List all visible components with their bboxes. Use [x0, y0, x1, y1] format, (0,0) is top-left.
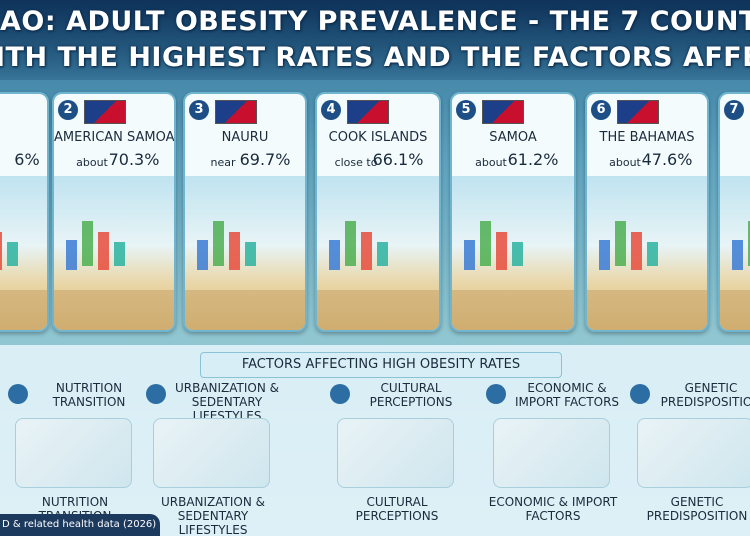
decor-bar — [197, 240, 208, 270]
factor-illustration — [337, 418, 454, 488]
rank-badge: 7 — [724, 100, 744, 120]
rate-qualifier: A — [720, 156, 750, 169]
decor-ground — [54, 290, 174, 330]
decor-bar — [599, 240, 610, 270]
factor-icon — [330, 384, 350, 404]
illustration — [587, 176, 707, 330]
decor-bar — [512, 242, 523, 266]
country-card: 2 AMERICAN SAMOA about 70.3% — [52, 92, 176, 332]
decor-bar — [377, 242, 388, 266]
rank-badge: 4 — [321, 100, 341, 120]
rate: 61.2% — [507, 150, 559, 169]
country-name: NAURU — [221, 130, 269, 145]
factor-illustration — [153, 418, 270, 488]
decor-ground — [317, 290, 439, 330]
decor-bar — [631, 232, 642, 270]
factor-title: GENETIC PREDISPOSITION — [660, 381, 750, 409]
illustration — [54, 176, 174, 330]
country-name: SA — [720, 130, 750, 145]
flag — [84, 100, 126, 124]
decor-ground — [185, 290, 305, 330]
rate-qualifier: about — [475, 156, 507, 169]
decor-bar — [0, 232, 2, 270]
factor-icon — [630, 384, 650, 404]
decor-bar — [615, 221, 626, 266]
rate: 66.1% — [372, 150, 424, 169]
factor-title: ECONOMIC & IMPORT FACTORS — [514, 381, 620, 409]
rate: 70.3% — [108, 150, 160, 169]
rank-badge: 2 — [58, 100, 78, 120]
decor-bar — [647, 242, 658, 266]
factor-caption: CULTURAL PERCEPTIONS — [355, 495, 439, 523]
flag — [482, 100, 524, 124]
country-name: AMERICAN SAMOA — [54, 130, 175, 145]
decor-bar — [98, 232, 109, 270]
decor-bar — [7, 242, 18, 266]
flag — [215, 100, 257, 124]
rate-qualifier: close to — [334, 156, 378, 169]
factor-illustration — [493, 418, 610, 488]
decor-ground — [0, 290, 47, 330]
decor-bar — [329, 240, 340, 270]
factor-title: CULTURAL PERCEPTIONS — [369, 381, 453, 409]
country-card: 5 SAMOA about 61.2% — [450, 92, 576, 332]
illustration — [185, 176, 305, 330]
factor-caption: ECONOMIC & IMPORT FACTORS — [488, 495, 618, 523]
decor-bar — [480, 221, 491, 266]
country-card: 3 NAURU near 69.7% — [183, 92, 307, 332]
rate: 6% — [14, 150, 40, 169]
country-name: COOK ISLANDS — [328, 130, 428, 145]
title-band — [0, 0, 750, 80]
decor-bar — [245, 242, 256, 266]
country-name: THE BAHAMAS — [599, 130, 695, 145]
decor-ground — [452, 290, 574, 330]
factor-icon — [146, 384, 166, 404]
country-card: 7 SA A — [718, 92, 750, 332]
factor-icon — [486, 384, 506, 404]
rate-qualifier: about — [76, 156, 108, 169]
decor-bar — [345, 221, 356, 266]
factor-illustration — [637, 418, 750, 488]
factor-illustration — [15, 418, 132, 488]
decor-bar — [748, 221, 750, 266]
rank-badge: 6 — [591, 100, 611, 120]
decor-bar — [496, 232, 507, 270]
title-line: ITH THE HIGHEST RATES AND THE FACTORS AF… — [0, 42, 750, 73]
decor-bar — [464, 240, 475, 270]
flag — [617, 100, 659, 124]
factor-title: URBANIZATION & SEDENTARY LIFESTYLES — [174, 381, 280, 423]
decor-bar — [66, 240, 77, 270]
country-card: 6% — [0, 92, 49, 332]
rate: 47.6% — [641, 150, 693, 169]
rank-badge: 5 — [456, 100, 476, 120]
decor-ground — [720, 290, 750, 330]
illustration — [452, 176, 574, 330]
factor-title: NUTRITION TRANSITION — [52, 381, 126, 409]
country-name: SAMOA — [489, 130, 537, 145]
decor-bar — [361, 232, 372, 270]
rate: 69.7% — [239, 150, 291, 169]
flag — [347, 100, 389, 124]
decor-bar — [732, 240, 743, 270]
section-title: FACTORS AFFECTING HIGH OBESITY RATES — [200, 352, 562, 378]
decor-ground — [587, 290, 707, 330]
factor-icon — [8, 384, 28, 404]
title-line: AO: ADULT OBESITY PREVALENCE - THE 7 COU… — [0, 6, 750, 37]
illustration — [0, 176, 47, 330]
decor-bar — [82, 221, 93, 266]
illustration — [720, 176, 750, 330]
decor-bar — [213, 221, 224, 266]
decor-bar — [229, 232, 240, 270]
rate-qualifier: near — [210, 156, 236, 169]
rate-qualifier: about — [609, 156, 641, 169]
illustration — [317, 176, 439, 330]
decor-bar — [114, 242, 125, 266]
factor-caption: GENETIC PREDISPOSITION — [646, 495, 748, 523]
footer-source: D & related health data (2026) — [0, 514, 160, 536]
country-card: 6 THE BAHAMAS about 47.6% — [585, 92, 709, 332]
rank-badge: 3 — [189, 100, 209, 120]
country-card: 4 COOK ISLANDS close to 66.1% — [315, 92, 441, 332]
factor-caption: URBANIZATION & SEDENTARY LIFESTYLES — [160, 495, 266, 536]
